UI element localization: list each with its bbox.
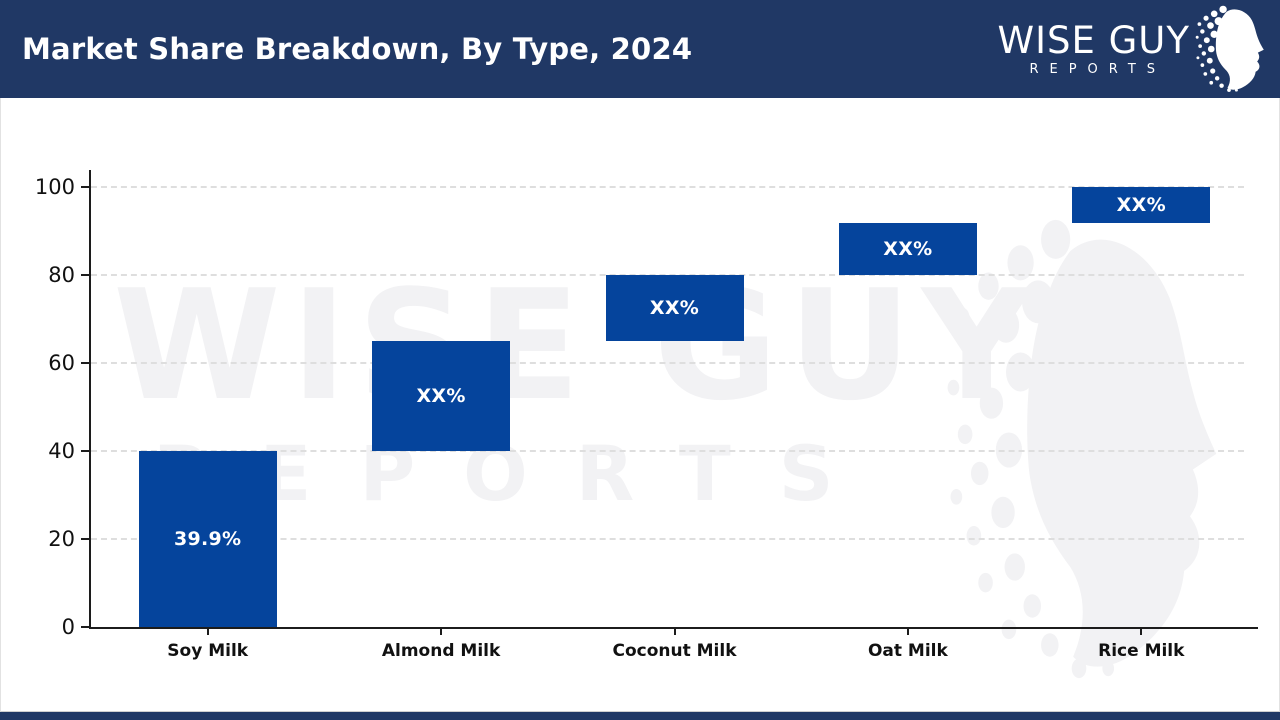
x-category-label-soy-milk: Soy Milk bbox=[167, 641, 249, 661]
x-tick-mark-oat-milk bbox=[906, 627, 909, 635]
chart-canvas: WISE GUY REPORTS 0 20 40 60 80 100 39.9% Soy Mi… bbox=[0, 98, 1280, 712]
watermark: WISE GUY REPORTS bbox=[1, 98, 1279, 711]
gridline-40 bbox=[91, 450, 1244, 452]
bar-value-label-almond-milk: XX% bbox=[416, 385, 466, 408]
bar-value-label-rice-milk: XX% bbox=[1116, 194, 1166, 217]
y-tick-label-60: 60 bbox=[48, 351, 75, 375]
bar-rice-milk: XX% bbox=[1072, 187, 1211, 224]
y-tick-mark-60 bbox=[81, 362, 89, 364]
brand-logo: WISE GUY REPORTS bbox=[998, 5, 1266, 93]
header-bar: Market Share Breakdown, By Type, 2024 WI… bbox=[0, 0, 1280, 98]
y-tick-mark-20 bbox=[81, 538, 89, 540]
x-tick-mark-rice-milk bbox=[1140, 627, 1143, 635]
y-tick-label-40: 40 bbox=[48, 439, 75, 463]
x-tick-mark-coconut-milk bbox=[673, 627, 676, 635]
logo-wordmark-line1: WISE GUY bbox=[997, 19, 1190, 62]
bar-almond-milk: XX% bbox=[372, 341, 511, 452]
x-category-label-almond-milk: Almond Milk bbox=[381, 641, 501, 661]
x-tick-mark-almond-milk bbox=[440, 627, 443, 635]
y-tick-mark-80 bbox=[81, 274, 89, 276]
y-tick-label-20: 20 bbox=[48, 527, 75, 551]
y-tick-label-0: 0 bbox=[61, 615, 75, 639]
bar-coconut-milk: XX% bbox=[605, 274, 744, 341]
watermark-wordmark-line1: WISE GUY bbox=[113, 257, 1042, 434]
y-tick-mark-100 bbox=[81, 186, 89, 188]
logo-wordmark-line2: REPORTS bbox=[1029, 62, 1167, 77]
y-tick-label-100: 100 bbox=[34, 175, 75, 199]
x-tick-mark-soy-milk bbox=[206, 627, 209, 635]
gridline-100 bbox=[91, 186, 1244, 188]
y-tick-label-80: 80 bbox=[48, 263, 75, 287]
bar-value-label-coconut-milk: XX% bbox=[649, 296, 700, 319]
gridline-20 bbox=[91, 538, 1244, 540]
bar-value-label-oat-milk: XX% bbox=[883, 237, 933, 260]
x-category-label-oat-milk: Oat Milk bbox=[867, 641, 948, 661]
y-tick-mark-0 bbox=[81, 626, 89, 628]
x-category-label-rice-milk: Rice Milk bbox=[1098, 641, 1185, 661]
bar-value-label-soy-milk: 39.9% bbox=[173, 528, 242, 551]
x-category-label-coconut-milk: Coconut Milk bbox=[612, 641, 737, 661]
logo-face-icon bbox=[1195, 5, 1264, 92]
logo-wordmark: WISE GUY REPORTS bbox=[998, 22, 1190, 76]
plot-area: 0 20 40 60 80 100 39.9% Soy Milk XX% Almond Milk X… bbox=[35, 170, 1258, 661]
footer-bar bbox=[0, 712, 1280, 720]
bar-oat-milk: XX% bbox=[838, 223, 977, 275]
page-title: Market Share Breakdown, By Type, 2024 bbox=[22, 32, 693, 66]
bar-soy-milk: 39.9% bbox=[138, 451, 277, 627]
y-tick-mark-40 bbox=[81, 450, 89, 452]
gridline-60 bbox=[91, 362, 1244, 364]
